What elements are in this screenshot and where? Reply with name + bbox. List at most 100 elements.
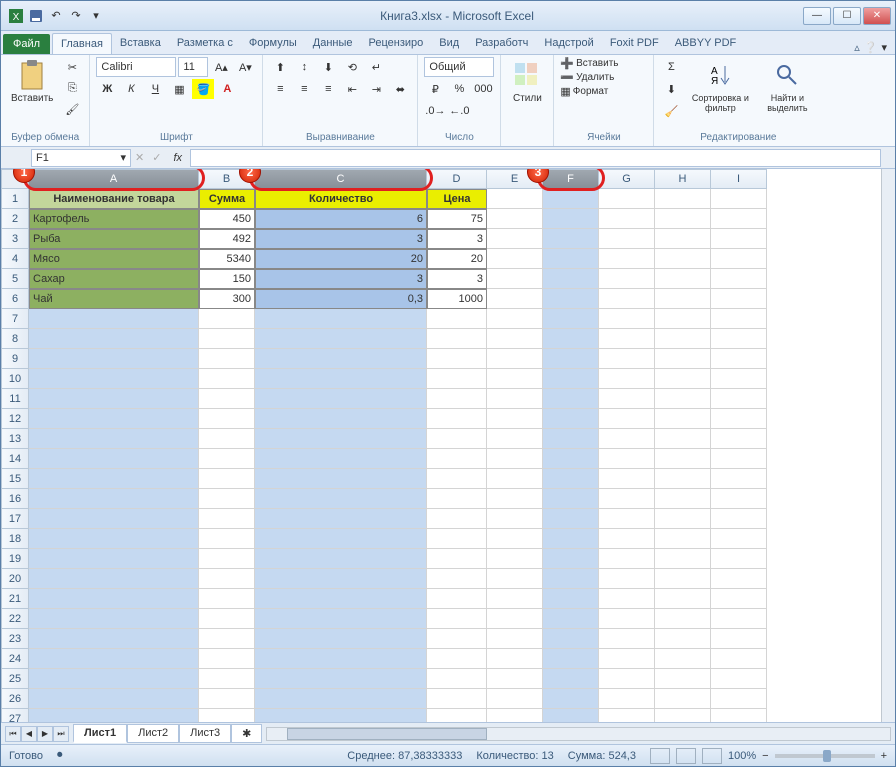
cell-G16[interactable] — [599, 489, 655, 509]
cell-E26[interactable] — [487, 689, 543, 709]
cell-E18[interactable] — [487, 529, 543, 549]
cell-C6[interactable]: 0,3 — [255, 289, 427, 309]
cell-D9[interactable] — [427, 349, 487, 369]
copy-icon[interactable]: ⎘ — [61, 78, 83, 98]
tab-Рецензиро[interactable]: Рецензиро — [361, 33, 432, 54]
zoom-slider[interactable] — [775, 754, 875, 758]
zoom-in-icon[interactable]: + — [881, 750, 887, 762]
cell-G27[interactable] — [599, 709, 655, 722]
cell-D18[interactable] — [427, 529, 487, 549]
font-size-combo[interactable]: 11 — [178, 57, 208, 77]
cell-A22[interactable] — [29, 609, 199, 629]
number-format-combo[interactable]: Общий — [424, 57, 494, 77]
cell-I7[interactable] — [711, 309, 767, 329]
redo-icon[interactable]: ↷ — [67, 7, 85, 25]
zoom-percent[interactable]: 100% — [728, 750, 756, 762]
cell-G1[interactable] — [599, 189, 655, 209]
increase-decimal-icon[interactable]: .0→ — [424, 101, 446, 121]
cell-I26[interactable] — [711, 689, 767, 709]
cell-C24[interactable] — [255, 649, 427, 669]
cell-H11[interactable] — [655, 389, 711, 409]
cell-E10[interactable] — [487, 369, 543, 389]
comma-icon[interactable]: 000 — [472, 79, 494, 99]
cell-A12[interactable] — [29, 409, 199, 429]
cell-I27[interactable] — [711, 709, 767, 722]
cell-B16[interactable] — [199, 489, 255, 509]
cell-G25[interactable] — [599, 669, 655, 689]
cells-area[interactable]: Наименование товараСуммаКоличествоЦенаКа… — [29, 189, 881, 722]
cell-D25[interactable] — [427, 669, 487, 689]
cell-C12[interactable] — [255, 409, 427, 429]
cell-H12[interactable] — [655, 409, 711, 429]
cell-I22[interactable] — [711, 609, 767, 629]
minimize-button[interactable]: — — [803, 7, 831, 25]
cell-D27[interactable] — [427, 709, 487, 722]
cell-D19[interactable] — [427, 549, 487, 569]
cell-E13[interactable] — [487, 429, 543, 449]
row-header-13[interactable]: 13 — [1, 429, 29, 449]
italic-button[interactable]: К — [120, 79, 142, 99]
cell-B7[interactable] — [199, 309, 255, 329]
cell-H22[interactable] — [655, 609, 711, 629]
sheet-last-icon[interactable]: ⏭ — [53, 726, 69, 742]
align-left-icon[interactable]: ≡ — [269, 79, 291, 99]
cell-G9[interactable] — [599, 349, 655, 369]
cell-E11[interactable] — [487, 389, 543, 409]
cell-D23[interactable] — [427, 629, 487, 649]
column-header-D[interactable]: D — [427, 169, 487, 189]
cell-A27[interactable] — [29, 709, 199, 722]
cell-C5[interactable]: 3 — [255, 269, 427, 289]
sheet-next-icon[interactable]: ▶ — [37, 726, 53, 742]
cell-H5[interactable] — [655, 269, 711, 289]
cell-H2[interactable] — [655, 209, 711, 229]
cell-F16[interactable] — [543, 489, 599, 509]
cell-F3[interactable] — [543, 229, 599, 249]
row-header-5[interactable]: 5 — [1, 269, 29, 289]
cell-C22[interactable] — [255, 609, 427, 629]
cell-G24[interactable] — [599, 649, 655, 669]
undo-icon[interactable]: ↶ — [47, 7, 65, 25]
cell-F27[interactable] — [543, 709, 599, 722]
cell-D20[interactable] — [427, 569, 487, 589]
formula-input[interactable] — [190, 149, 881, 167]
row-header-24[interactable]: 24 — [1, 649, 29, 669]
cell-D7[interactable] — [427, 309, 487, 329]
cell-I5[interactable] — [711, 269, 767, 289]
decrease-font-icon[interactable]: A▾ — [234, 57, 256, 77]
tab-Вид[interactable]: Вид — [431, 33, 467, 54]
cell-G22[interactable] — [599, 609, 655, 629]
cell-B25[interactable] — [199, 669, 255, 689]
maximize-button[interactable]: ☐ — [833, 7, 861, 25]
row-header-7[interactable]: 7 — [1, 309, 29, 329]
cell-C10[interactable] — [255, 369, 427, 389]
cell-B4[interactable]: 5340 — [199, 249, 255, 269]
cell-A3[interactable]: Рыба — [29, 229, 199, 249]
cell-I10[interactable] — [711, 369, 767, 389]
cell-D2[interactable]: 75 — [427, 209, 487, 229]
font-name-combo[interactable]: Calibri — [96, 57, 176, 77]
cell-A13[interactable] — [29, 429, 199, 449]
decrease-indent-icon[interactable]: ⇤ — [341, 79, 363, 99]
cell-B20[interactable] — [199, 569, 255, 589]
name-box[interactable]: F1▾ — [31, 149, 131, 167]
cell-F25[interactable] — [543, 669, 599, 689]
cell-I25[interactable] — [711, 669, 767, 689]
cell-B2[interactable]: 450 — [199, 209, 255, 229]
cell-I6[interactable] — [711, 289, 767, 309]
cell-H10[interactable] — [655, 369, 711, 389]
cell-A14[interactable] — [29, 449, 199, 469]
cell-G14[interactable] — [599, 449, 655, 469]
cell-E9[interactable] — [487, 349, 543, 369]
align-middle-icon[interactable]: ↕ — [293, 57, 315, 77]
cell-C23[interactable] — [255, 629, 427, 649]
cell-F1[interactable] — [543, 189, 599, 209]
cell-F15[interactable] — [543, 469, 599, 489]
column-header-F[interactable]: F — [543, 169, 599, 189]
column-header-I[interactable]: I — [711, 169, 767, 189]
cell-G17[interactable] — [599, 509, 655, 529]
row-header-15[interactable]: 15 — [1, 469, 29, 489]
cell-B19[interactable] — [199, 549, 255, 569]
cell-G5[interactable] — [599, 269, 655, 289]
cell-I16[interactable] — [711, 489, 767, 509]
excel-icon[interactable]: X — [7, 7, 25, 25]
